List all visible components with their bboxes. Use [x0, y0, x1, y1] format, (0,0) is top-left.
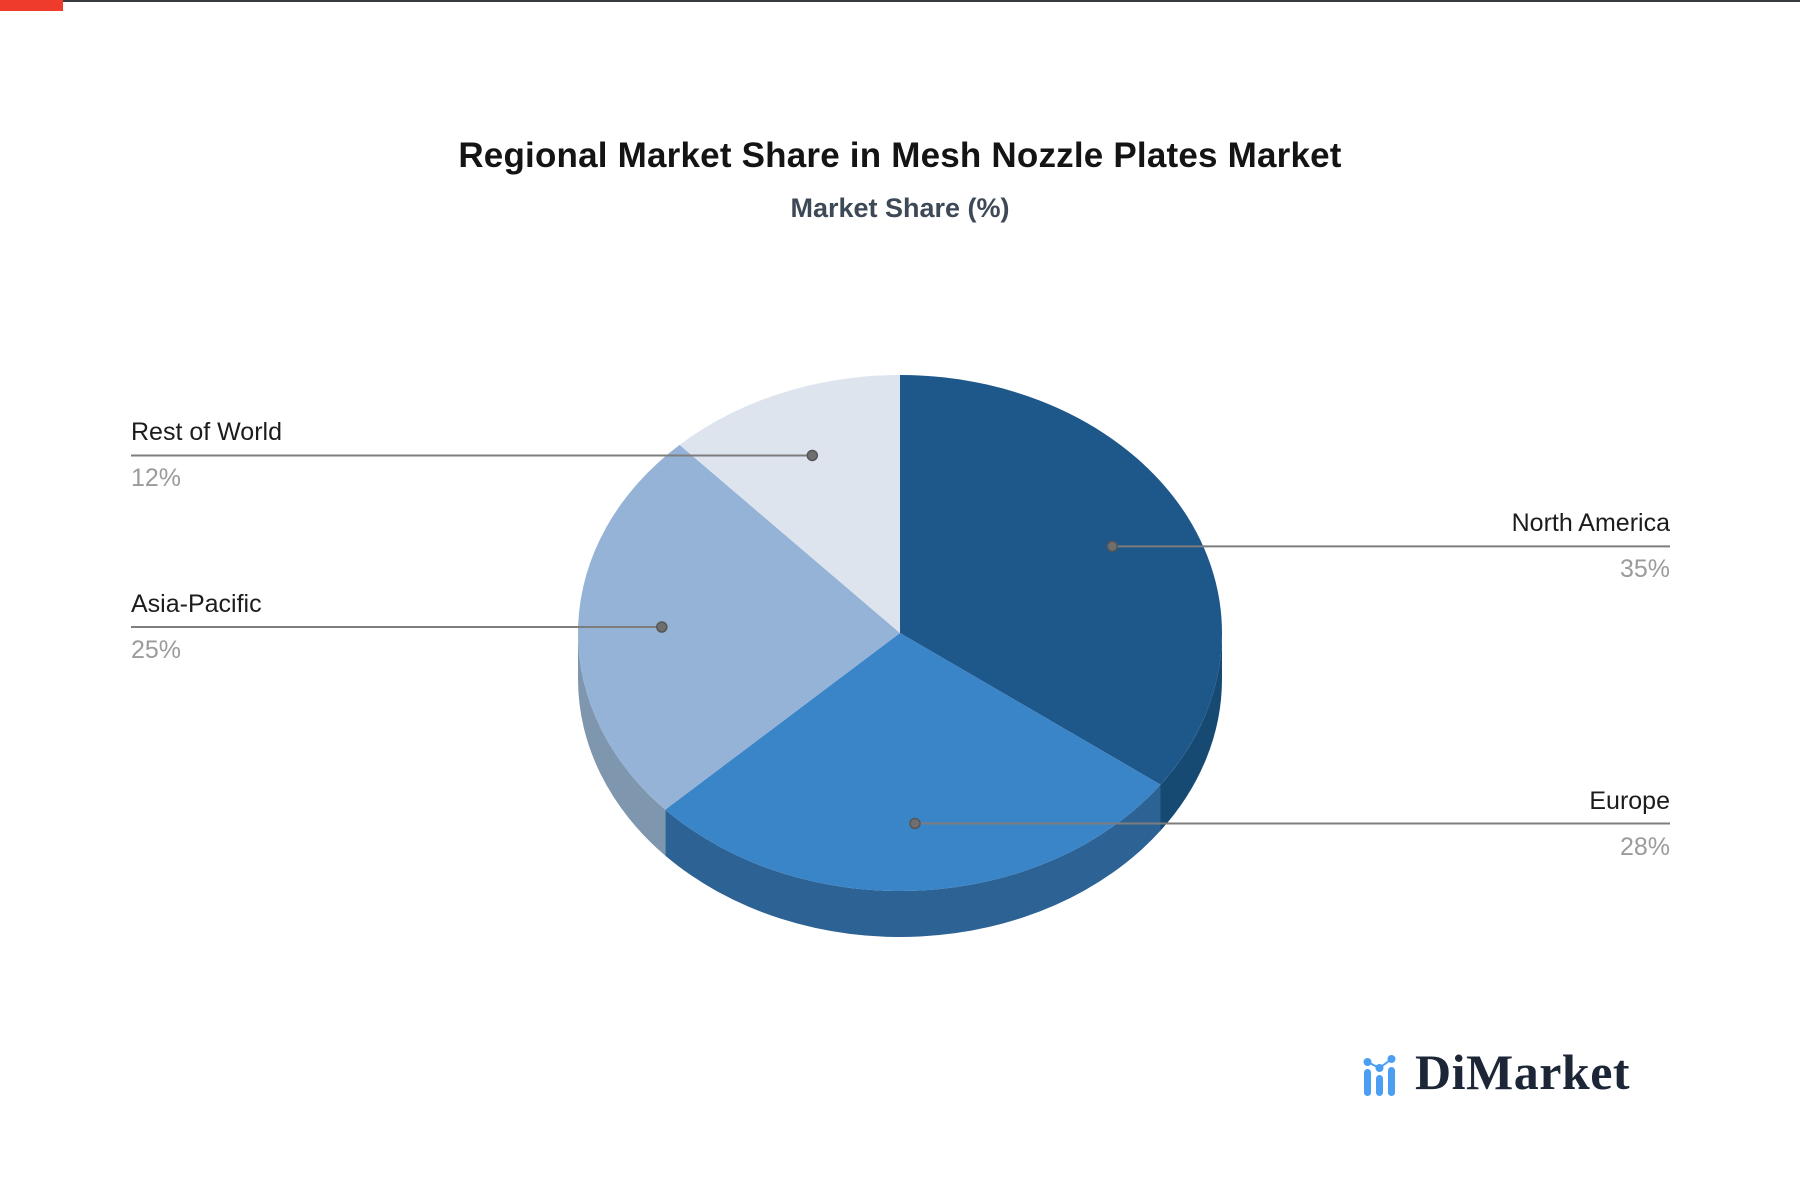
- connector-dot: [909, 817, 921, 830]
- pie-slice-depth: [1160, 633, 1222, 831]
- bar-chart-logo-icon: [1363, 1055, 1396, 1096]
- logo-dot: [1375, 1064, 1384, 1072]
- pie-slice-europe[interactable]: [665, 633, 1161, 891]
- slice-label-name: Rest of World: [131, 418, 282, 447]
- slice-label-value: 12%: [131, 464, 182, 493]
- slice-label-name: Europe: [1589, 786, 1670, 815]
- connector-dot: [806, 449, 819, 462]
- top-border-line: [0, 0, 1800, 2]
- brand-logo-text: DiMarket: [1415, 1044, 1631, 1100]
- connector-dot: [1106, 540, 1119, 553]
- chart-title: Regional Market Share in Mesh Nozzle Pla…: [458, 136, 1342, 175]
- slice-label-value: 25%: [131, 636, 182, 664]
- chart-subtitle: Market Share (%): [790, 193, 1010, 223]
- brand-logo: DiMarket: [1363, 1040, 1631, 1100]
- logo-bar: [1364, 1069, 1371, 1096]
- slice-label-name: North America: [1511, 509, 1670, 538]
- pie-slice-rest-of-world[interactable]: [679, 375, 900, 633]
- pie-slice-asia-pacific[interactable]: [577, 444, 900, 810]
- logo-bar: [1376, 1075, 1383, 1096]
- logo-dot: [1363, 1058, 1372, 1066]
- slice-label-value: 28%: [1619, 832, 1670, 861]
- pie-slice-north-america[interactable]: [900, 375, 1222, 785]
- logo-bar: [1388, 1067, 1395, 1096]
- connector-dot: [656, 621, 668, 633]
- top-left-accent: [0, 0, 63, 11]
- slice-label-name: Asia-Pacific: [131, 590, 262, 618]
- logo-dot: [1387, 1055, 1396, 1063]
- slice-label-value: 35%: [1619, 555, 1670, 584]
- pie-slice-depth: [665, 784, 1161, 937]
- pie-slice-depth: [578, 633, 666, 856]
